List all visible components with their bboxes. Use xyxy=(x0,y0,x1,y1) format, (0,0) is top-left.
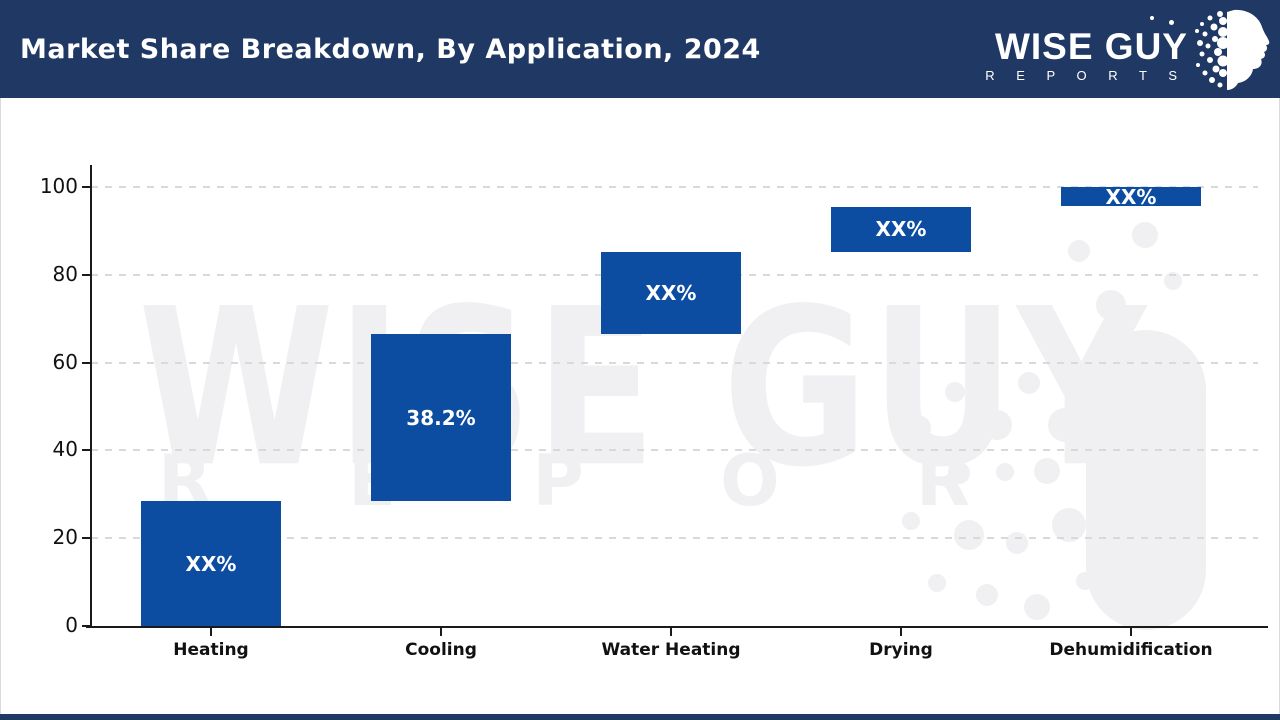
x-axis-tick xyxy=(440,628,442,636)
chart-plot-area: 0 20 40 60 80 100 XX% Heating 38.2% Cooling XX% Wat… xyxy=(39,165,1268,660)
logo-subtitle: R E P O R T S xyxy=(985,68,1186,83)
bar-dehumidification: XX% xyxy=(1061,184,1201,209)
x-axis-tick xyxy=(670,628,672,636)
left-border xyxy=(0,98,1,714)
bar-value-label: XX% xyxy=(1105,184,1157,209)
y-axis-line xyxy=(90,165,92,628)
y-tick-label: 40 xyxy=(52,437,78,462)
gridline-20 xyxy=(91,537,1258,540)
gridline-40 xyxy=(91,449,1258,452)
y-tick-label: 0 xyxy=(65,613,78,637)
bar-water-heating: XX% xyxy=(601,252,741,334)
x-category-label: Heating xyxy=(173,640,249,660)
page-title: Market Share Breakdown, By Application, … xyxy=(20,34,761,65)
bar-heating: XX% xyxy=(141,501,281,626)
x-category-label: Drying xyxy=(869,640,933,660)
y-tick-label: 60 xyxy=(52,349,78,374)
bar-value-label: 38.2% xyxy=(406,405,476,430)
y-axis-tick xyxy=(82,537,90,540)
bar-value-label: XX% xyxy=(875,217,927,242)
logo-dot xyxy=(1169,20,1174,25)
face-profile-icon xyxy=(1195,9,1270,90)
gridline-100 xyxy=(91,186,1258,189)
bar-value-label: XX% xyxy=(185,551,237,576)
logo-wordmark: WISE GUY xyxy=(994,26,1188,67)
gridline-60 xyxy=(91,361,1258,364)
bar-cooling: 38.2% xyxy=(371,333,511,502)
bar-drying: XX% xyxy=(831,206,971,253)
x-axis-tick xyxy=(1130,628,1132,636)
y-tick-label: 100 xyxy=(39,174,78,199)
y-tick-label: 20 xyxy=(52,525,78,550)
x-category-label: Dehumidification xyxy=(1049,640,1213,660)
x-axis-line xyxy=(86,626,1268,628)
x-axis-tick xyxy=(210,628,212,636)
logo-dot xyxy=(1150,16,1154,20)
x-category-label: Water Heating xyxy=(601,640,741,660)
y-axis-tick xyxy=(82,273,90,276)
y-axis-tick xyxy=(82,361,90,364)
x-axis-tick xyxy=(900,628,902,636)
wise-guy-reports-logo: WISE GUY R E P O R T S xyxy=(985,6,1270,94)
y-tick-label: 80 xyxy=(52,261,78,286)
header-band: Market Share Breakdown, By Application, … xyxy=(0,0,1280,98)
x-category-label: Cooling xyxy=(405,640,477,660)
y-axis-tick xyxy=(82,186,90,189)
y-axis-tick xyxy=(82,449,90,452)
bar-value-label: XX% xyxy=(645,280,697,305)
footer-bar xyxy=(0,714,1280,720)
